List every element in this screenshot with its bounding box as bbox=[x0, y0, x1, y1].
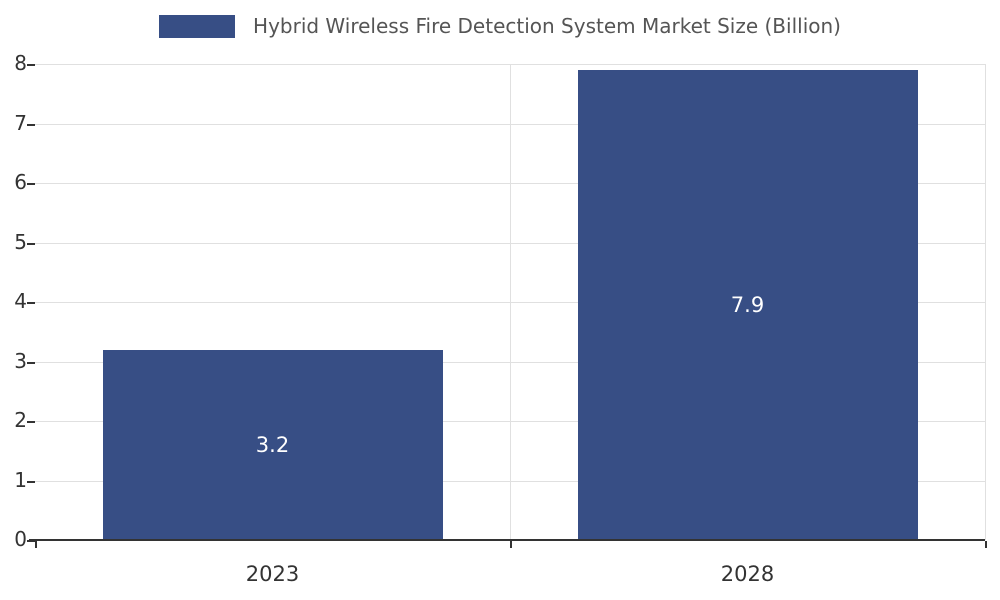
y-axis-tick-label: 6 bbox=[14, 169, 27, 194]
bar-2028: 7.9 bbox=[577, 69, 918, 540]
y-axis-tick-label: 5 bbox=[14, 229, 27, 254]
y-axis-tick-label: 0 bbox=[14, 526, 27, 551]
y-axis-tick-label: 1 bbox=[14, 467, 27, 492]
bar-value-label: 3.2 bbox=[255, 432, 290, 457]
x-axis-tick bbox=[510, 541, 512, 548]
y-axis-tick bbox=[27, 302, 35, 304]
y-axis-tick-label: 4 bbox=[14, 288, 27, 313]
y-axis-tick-label: 8 bbox=[14, 50, 27, 75]
chart-legend: Hybrid Wireless Fire Detection System Ma… bbox=[0, 14, 1000, 38]
y-axis-tick bbox=[27, 242, 35, 245]
legend-swatch bbox=[159, 14, 236, 38]
y-axis-tick bbox=[27, 183, 35, 185]
chart-title: Hybrid Wireless Fire Detection System Ma… bbox=[253, 14, 841, 38]
plot-area: 0 1 2 3 4 5 6 7 8 3.2 2023 7.9 2028 bbox=[14, 51, 986, 586]
x-axis-line bbox=[29, 539, 985, 541]
y-axis-tick bbox=[27, 480, 35, 483]
y-axis-tick-label: 3 bbox=[14, 348, 27, 373]
y-axis-tick bbox=[27, 421, 35, 423]
y-axis-tick bbox=[27, 540, 35, 542]
y-axis-tick-label: 2 bbox=[14, 407, 27, 432]
x-axis-category-label: 2023 bbox=[245, 562, 300, 586]
y-axis-tick bbox=[27, 361, 35, 364]
x-axis-tick bbox=[985, 541, 987, 548]
x-axis-tick bbox=[35, 541, 37, 548]
bar-value-label: 7.9 bbox=[730, 292, 765, 317]
x-gridline bbox=[985, 64, 986, 540]
y-axis-tick bbox=[27, 123, 35, 126]
x-axis-category-label: 2028 bbox=[720, 562, 775, 586]
bar-2023: 3.2 bbox=[102, 349, 443, 540]
y-axis-tick-label: 7 bbox=[14, 110, 27, 135]
x-gridline bbox=[510, 64, 511, 540]
y-axis-tick bbox=[27, 64, 35, 66]
